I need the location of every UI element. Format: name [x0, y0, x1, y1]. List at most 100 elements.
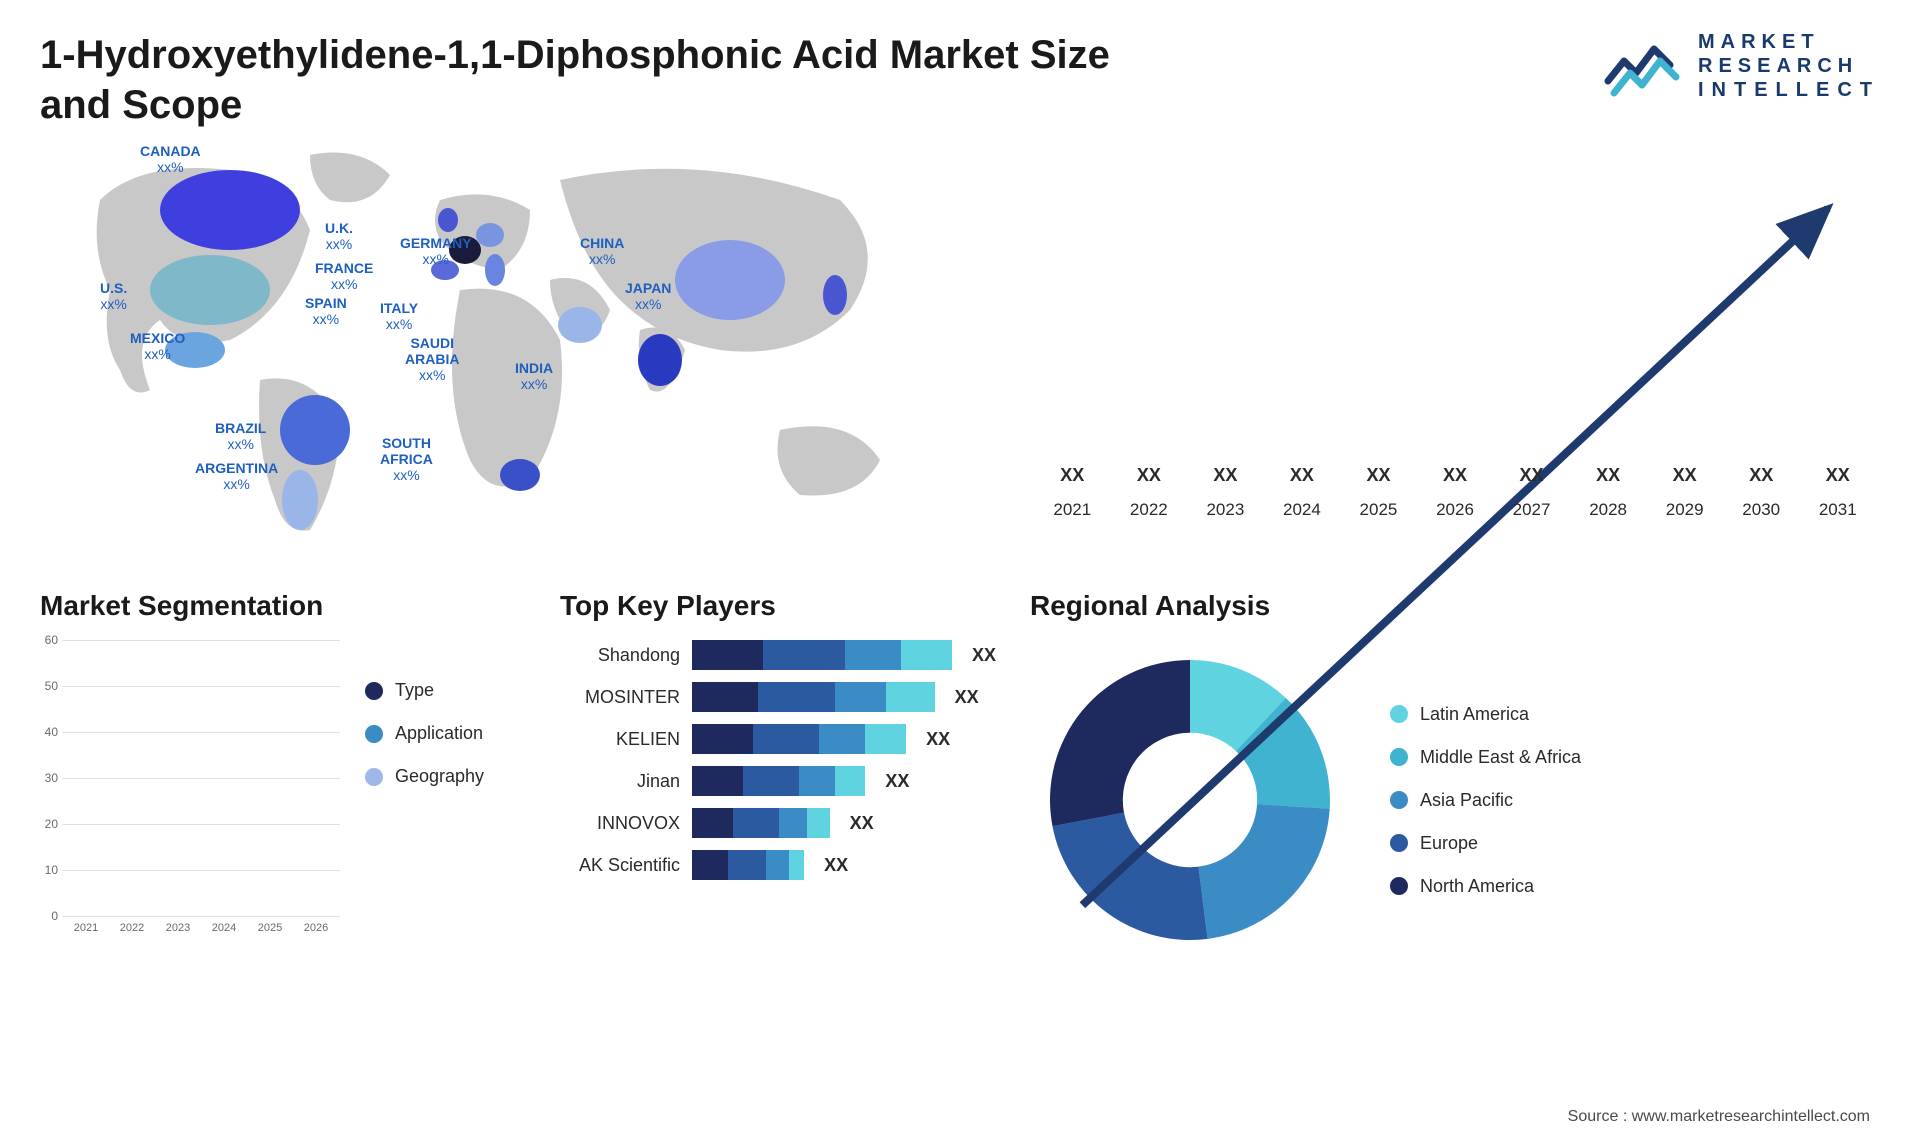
forecast-bar-category: 2024: [1283, 500, 1321, 520]
legend-dot-icon: [365, 768, 383, 786]
seg-y-tick: 50: [45, 679, 58, 693]
logo-line1: MARKET: [1698, 30, 1880, 54]
forecast-bar: XX 2023: [1193, 465, 1258, 520]
forecast-bar-category: 2028: [1589, 500, 1627, 520]
forecast-bar-category: 2031: [1819, 500, 1857, 520]
map-country-label: SAUDIARABIAxx%: [405, 335, 459, 383]
legend-label: Middle East & Africa: [1420, 747, 1581, 768]
legend-dot-icon: [1390, 748, 1408, 766]
forecast-bar: XX 2021: [1040, 465, 1105, 520]
player-name: INNOVOX: [560, 813, 680, 834]
legend-dot-icon: [365, 725, 383, 743]
map-country-label: CANADAxx%: [140, 143, 201, 175]
forecast-bar-value: XX: [1749, 465, 1773, 486]
forecast-bar-category: 2026: [1436, 500, 1474, 520]
forecast-bar: XX 2026: [1423, 465, 1488, 520]
legend-label: Application: [395, 723, 483, 744]
player-row: MOSINTERXX: [560, 682, 1000, 712]
seg-bar-category: 2022: [120, 922, 144, 934]
seg-bar-category: 2024: [212, 922, 236, 934]
logo-mark-icon: [1604, 31, 1684, 101]
player-name: AK Scientific: [560, 855, 680, 876]
seg-y-tick: 40: [45, 725, 58, 739]
forecast-bar-category: 2027: [1513, 500, 1551, 520]
players-panel: Top Key Players ShandongXXMOSINTERXXKELI…: [560, 590, 1000, 960]
forecast-bar-value: XX: [1443, 465, 1467, 486]
forecast-bar: XX 2024: [1270, 465, 1335, 520]
forecast-bar: XX 2022: [1117, 465, 1182, 520]
map-country-label: SOUTHAFRICAxx%: [380, 435, 433, 483]
player-value: XX: [955, 687, 979, 708]
map-country-label: INDIAxx%: [515, 360, 553, 392]
legend-label: Geography: [395, 766, 484, 787]
forecast-bar-value: XX: [1826, 465, 1850, 486]
map-country-label: JAPANxx%: [625, 280, 671, 312]
seg-y-tick: 20: [45, 817, 58, 831]
player-row: AK ScientificXX: [560, 850, 1000, 880]
forecast-bar: XX 2030: [1729, 465, 1794, 520]
map-country-label: CHINAxx%: [580, 235, 624, 267]
seg-y-tick: 0: [51, 909, 58, 923]
seg-bar-category: 2021: [74, 922, 98, 934]
player-row: Jinan XX: [560, 766, 1000, 796]
legend-item: Geography: [365, 766, 484, 787]
forecast-bar: XX 2025: [1346, 465, 1411, 520]
forecast-bar: XX 2028: [1576, 465, 1641, 520]
legend-item: North America: [1390, 876, 1581, 897]
players-title: Top Key Players: [560, 590, 1000, 622]
player-name: Jinan: [560, 771, 680, 792]
legend-label: Asia Pacific: [1420, 790, 1513, 811]
legend-dot-icon: [1390, 705, 1408, 723]
player-value: XX: [972, 645, 996, 666]
source-credit: Source : www.marketresearchintellect.com: [1568, 1108, 1870, 1126]
forecast-bar-category: 2023: [1206, 500, 1244, 520]
legend-dot-icon: [365, 682, 383, 700]
forecast-chart: XX 2021 XX 2022 XX 2023 XX 2024 XX 2025 XX 2026 XX 20…: [1030, 140, 1880, 560]
forecast-bar-category: 2029: [1666, 500, 1704, 520]
logo-line3: INTELLECT: [1698, 78, 1880, 102]
forecast-bar-value: XX: [1366, 465, 1390, 486]
regional-panel: Regional Analysis Latin America Middle Ea…: [1030, 590, 1880, 960]
seg-bar-category: 2023: [166, 922, 190, 934]
map-country-label: SPAINxx%: [305, 295, 347, 327]
map-country-label: BRAZILxx%: [215, 420, 266, 452]
donut-slice: [1198, 804, 1329, 939]
regional-legend: Latin America Middle East & Africa Asia Pa…: [1390, 704, 1581, 897]
seg-y-tick: 10: [45, 863, 58, 877]
forecast-bar-category: 2030: [1742, 500, 1780, 520]
map-country-label: MEXICOxx%: [130, 330, 185, 362]
segmentation-title: Market Segmentation: [40, 590, 530, 622]
map-country-label: FRANCExx%: [315, 260, 373, 292]
forecast-bar: XX 2031: [1805, 465, 1870, 520]
page-title: 1-Hydroxyethylidene-1,1-Diphosphonic Aci…: [40, 30, 1140, 130]
regional-title: Regional Analysis: [1030, 590, 1880, 622]
legend-item: Latin America: [1390, 704, 1581, 725]
player-name: KELIEN: [560, 729, 680, 750]
legend-item: Application: [365, 723, 484, 744]
forecast-bar-category: 2022: [1130, 500, 1168, 520]
forecast-bar-value: XX: [1290, 465, 1314, 486]
donut-slice: [1050, 660, 1190, 826]
player-name: Shandong: [560, 645, 680, 666]
legend-dot-icon: [1390, 877, 1408, 895]
map-country-label: GERMANYxx%: [400, 235, 472, 267]
player-value: XX: [885, 771, 909, 792]
forecast-bar-category: 2025: [1360, 500, 1398, 520]
donut-slice: [1052, 813, 1207, 940]
legend-label: Type: [395, 680, 434, 701]
forecast-bar-category: 2021: [1053, 500, 1091, 520]
map-country-label: U.S.xx%: [100, 280, 127, 312]
forecast-bar-value: XX: [1137, 465, 1161, 486]
legend-item: Type: [365, 680, 484, 701]
forecast-bar-value: XX: [1213, 465, 1237, 486]
segmentation-legend: Type Application Geography: [365, 680, 484, 940]
segmentation-chart: 0102030405060 202120222023202420252026: [40, 640, 340, 940]
map-country-label: ARGENTINAxx%: [195, 460, 278, 492]
player-value: XX: [850, 813, 874, 834]
segmentation-panel: Market Segmentation 0102030405060 202120…: [40, 590, 530, 960]
forecast-bar-value: XX: [1520, 465, 1544, 486]
forecast-bar-value: XX: [1596, 465, 1620, 486]
forecast-bar-value: XX: [1060, 465, 1084, 486]
brand-logo: MARKET RESEARCH INTELLECT: [1604, 30, 1880, 102]
map-country-label: U.K.xx%: [325, 220, 353, 252]
